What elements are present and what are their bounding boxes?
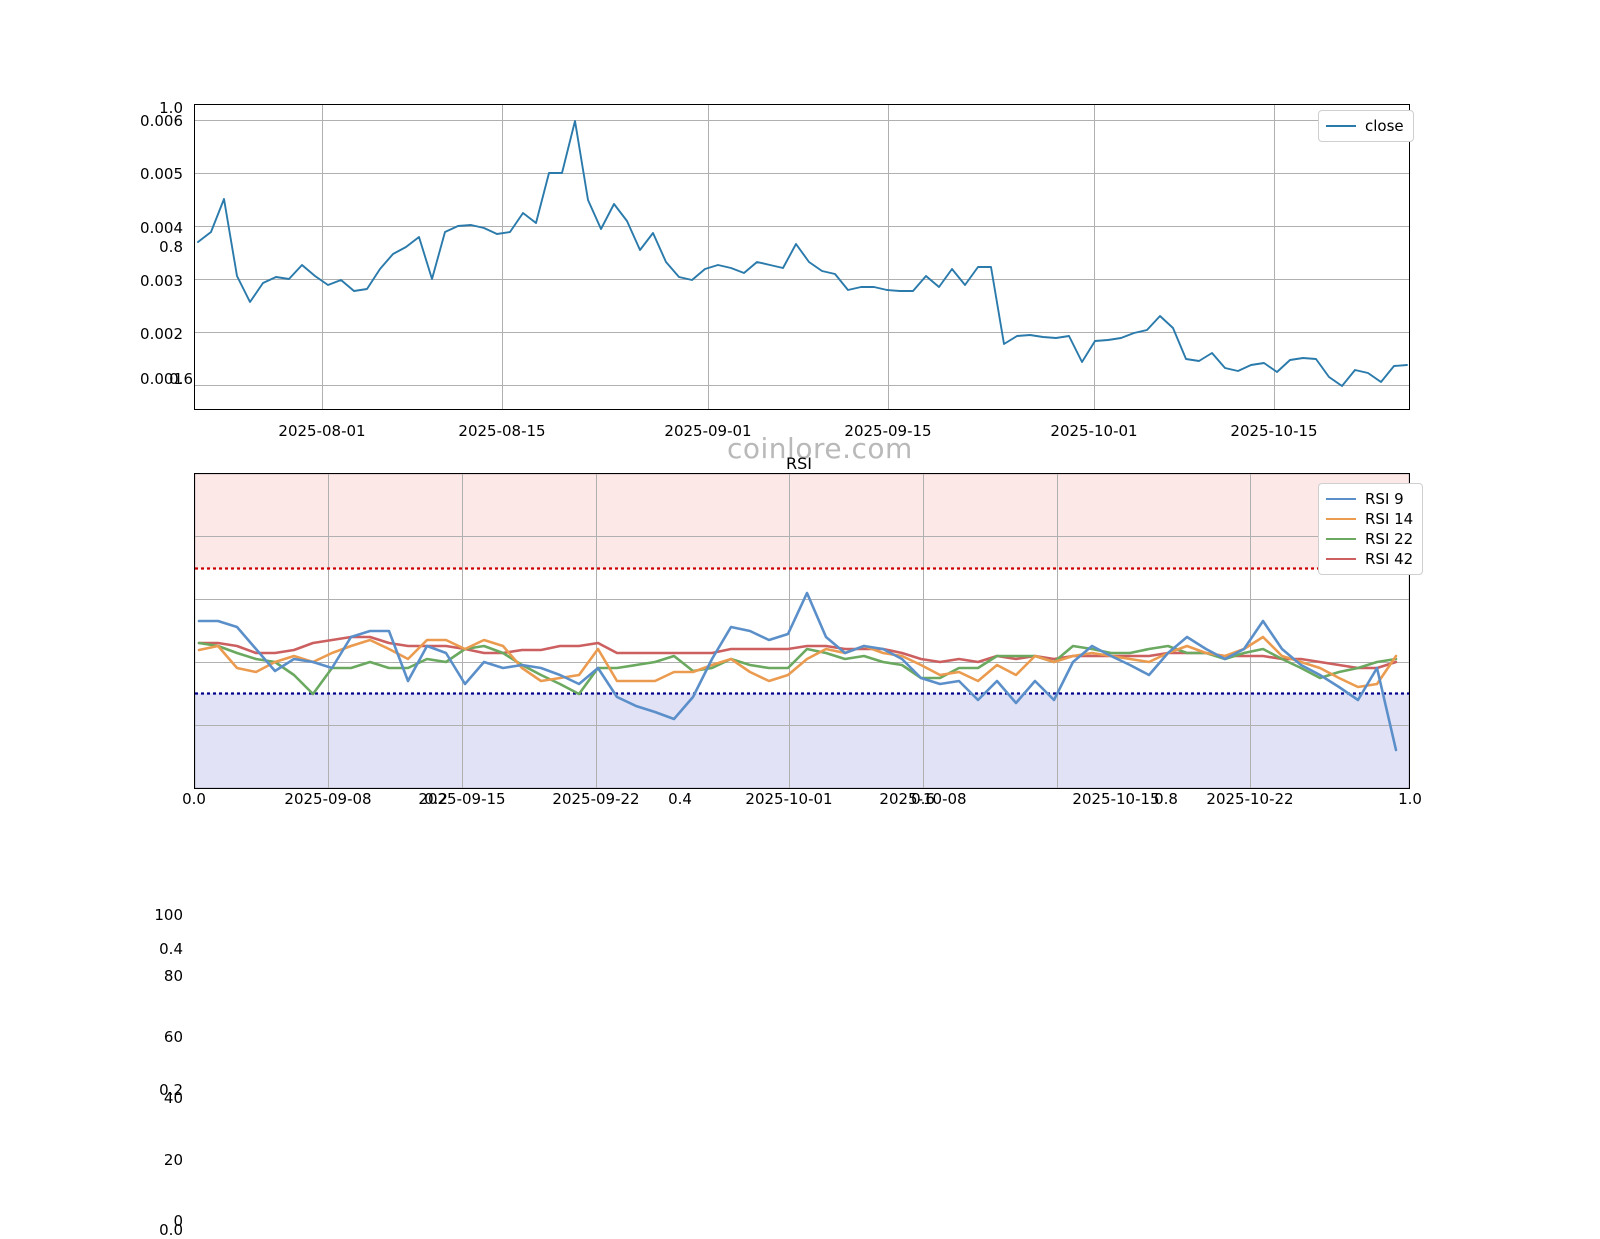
rsi-legend[interactable]: RSI 9 RSI 14 RSI 22 RSI 42 [1318, 483, 1424, 575]
rsi-ytick-1: 80 [163, 967, 183, 985]
price-panel: 0.006 0.005 0.004 0.003 0.002 0.001 1.0 … [0, 0, 1600, 460]
rsi-ytick-norm-2: 0.0 [159, 1221, 183, 1239]
rsi-xtick-date-3: 2025-10-01 [745, 790, 833, 808]
price-xtick-0: 2025-08-01 [278, 422, 366, 440]
price-ytick-2: 0.004 [140, 219, 183, 237]
legend-item-rsi-9[interactable]: RSI 9 [1326, 489, 1413, 509]
price-xtick-1: 2025-08-15 [458, 422, 546, 440]
close-line-swatch [1326, 125, 1356, 127]
price-ytick-3: 0.003 [140, 272, 183, 290]
rsi-xtick-norm-1: 0.2 [424, 790, 448, 808]
rsi-9-swatch [1326, 498, 1356, 500]
rsi-xtick-date-6: 2025-10-22 [1206, 790, 1294, 808]
price-ytick-0: 0.006 [140, 112, 183, 130]
rsi-ytick-0: 100 [154, 906, 183, 924]
price-ytick-5: 0.001 [140, 370, 183, 388]
rsi-ytick-norm-0: 0.4 [159, 940, 183, 958]
legend-item-rsi-22[interactable]: RSI 22 [1326, 529, 1413, 549]
legend-item-rsi-14[interactable]: RSI 14 [1326, 509, 1413, 529]
watermark: coinlore.com [727, 432, 913, 465]
rsi-xtick-norm-0: 0.0 [182, 790, 206, 808]
rsi-xtick-date-5: 2025-10-15 [1072, 790, 1160, 808]
oversold-band [195, 693, 1409, 788]
rsi-plot [194, 473, 1410, 789]
legend-label-rsi-22: RSI 22 [1365, 530, 1414, 548]
legend-label-close: close [1365, 117, 1404, 135]
rsi-xtick-date-1: 2025-09-15 [418, 790, 506, 808]
overbought-band [195, 474, 1409, 569]
legend-label-rsi-9: RSI 9 [1365, 490, 1404, 508]
legend-label-rsi-14: RSI 14 [1365, 510, 1414, 528]
price-xtick-3: 2025-09-15 [844, 422, 932, 440]
rsi-xtick-date-0: 2025-09-08 [284, 790, 372, 808]
rsi-panel: RSI 100 80 60 40 20 0 0.4 0.2 0.0 [0, 440, 1600, 1239]
rsi-42-swatch [1326, 558, 1356, 560]
rsi-xtick-norm-5: 1.0 [1398, 790, 1422, 808]
rsi-xtick-norm-4: 0.8 [1154, 790, 1178, 808]
rsi-22-swatch [1326, 538, 1356, 540]
price-ytick-norm-1: 0.8 [159, 238, 183, 256]
price-legend[interactable]: close [1318, 110, 1414, 142]
price-xtick-5: 2025-10-15 [1230, 422, 1318, 440]
rsi-14-swatch [1326, 518, 1356, 520]
price-ytick-1: 0.005 [140, 165, 183, 183]
rsi-ytick-norm-1: 0.2 [159, 1081, 183, 1099]
price-plot [194, 104, 1410, 410]
rsi-ytick-2: 60 [163, 1028, 183, 1046]
price-ytick-norm-2: 0.6 [169, 370, 193, 388]
rsi-ytick-4: 20 [163, 1151, 183, 1169]
legend-label-rsi-42: RSI 42 [1365, 550, 1414, 568]
price-ytick-4: 0.002 [140, 325, 183, 343]
rsi-9-line [197, 591, 1398, 752]
rsi-xtick-date-4: 2025-10-08 [879, 790, 967, 808]
price-ytick-norm-0: 1.0 [159, 99, 183, 117]
price-close-line [197, 120, 1408, 387]
rsi-xtick-date-2: 2025-09-22 [552, 790, 640, 808]
rsi-title: RSI [786, 454, 812, 473]
rsi-xtick-norm-2: 0.4 [668, 790, 692, 808]
price-xtick-4: 2025-10-01 [1050, 422, 1138, 440]
rsi-xtick-norm-3: 0.6 [911, 790, 935, 808]
legend-item-rsi-42[interactable]: RSI 42 [1326, 549, 1413, 569]
rsi-22-line [197, 641, 1398, 696]
price-xtick-2: 2025-09-01 [664, 422, 752, 440]
legend-item-close[interactable]: close [1326, 116, 1404, 136]
